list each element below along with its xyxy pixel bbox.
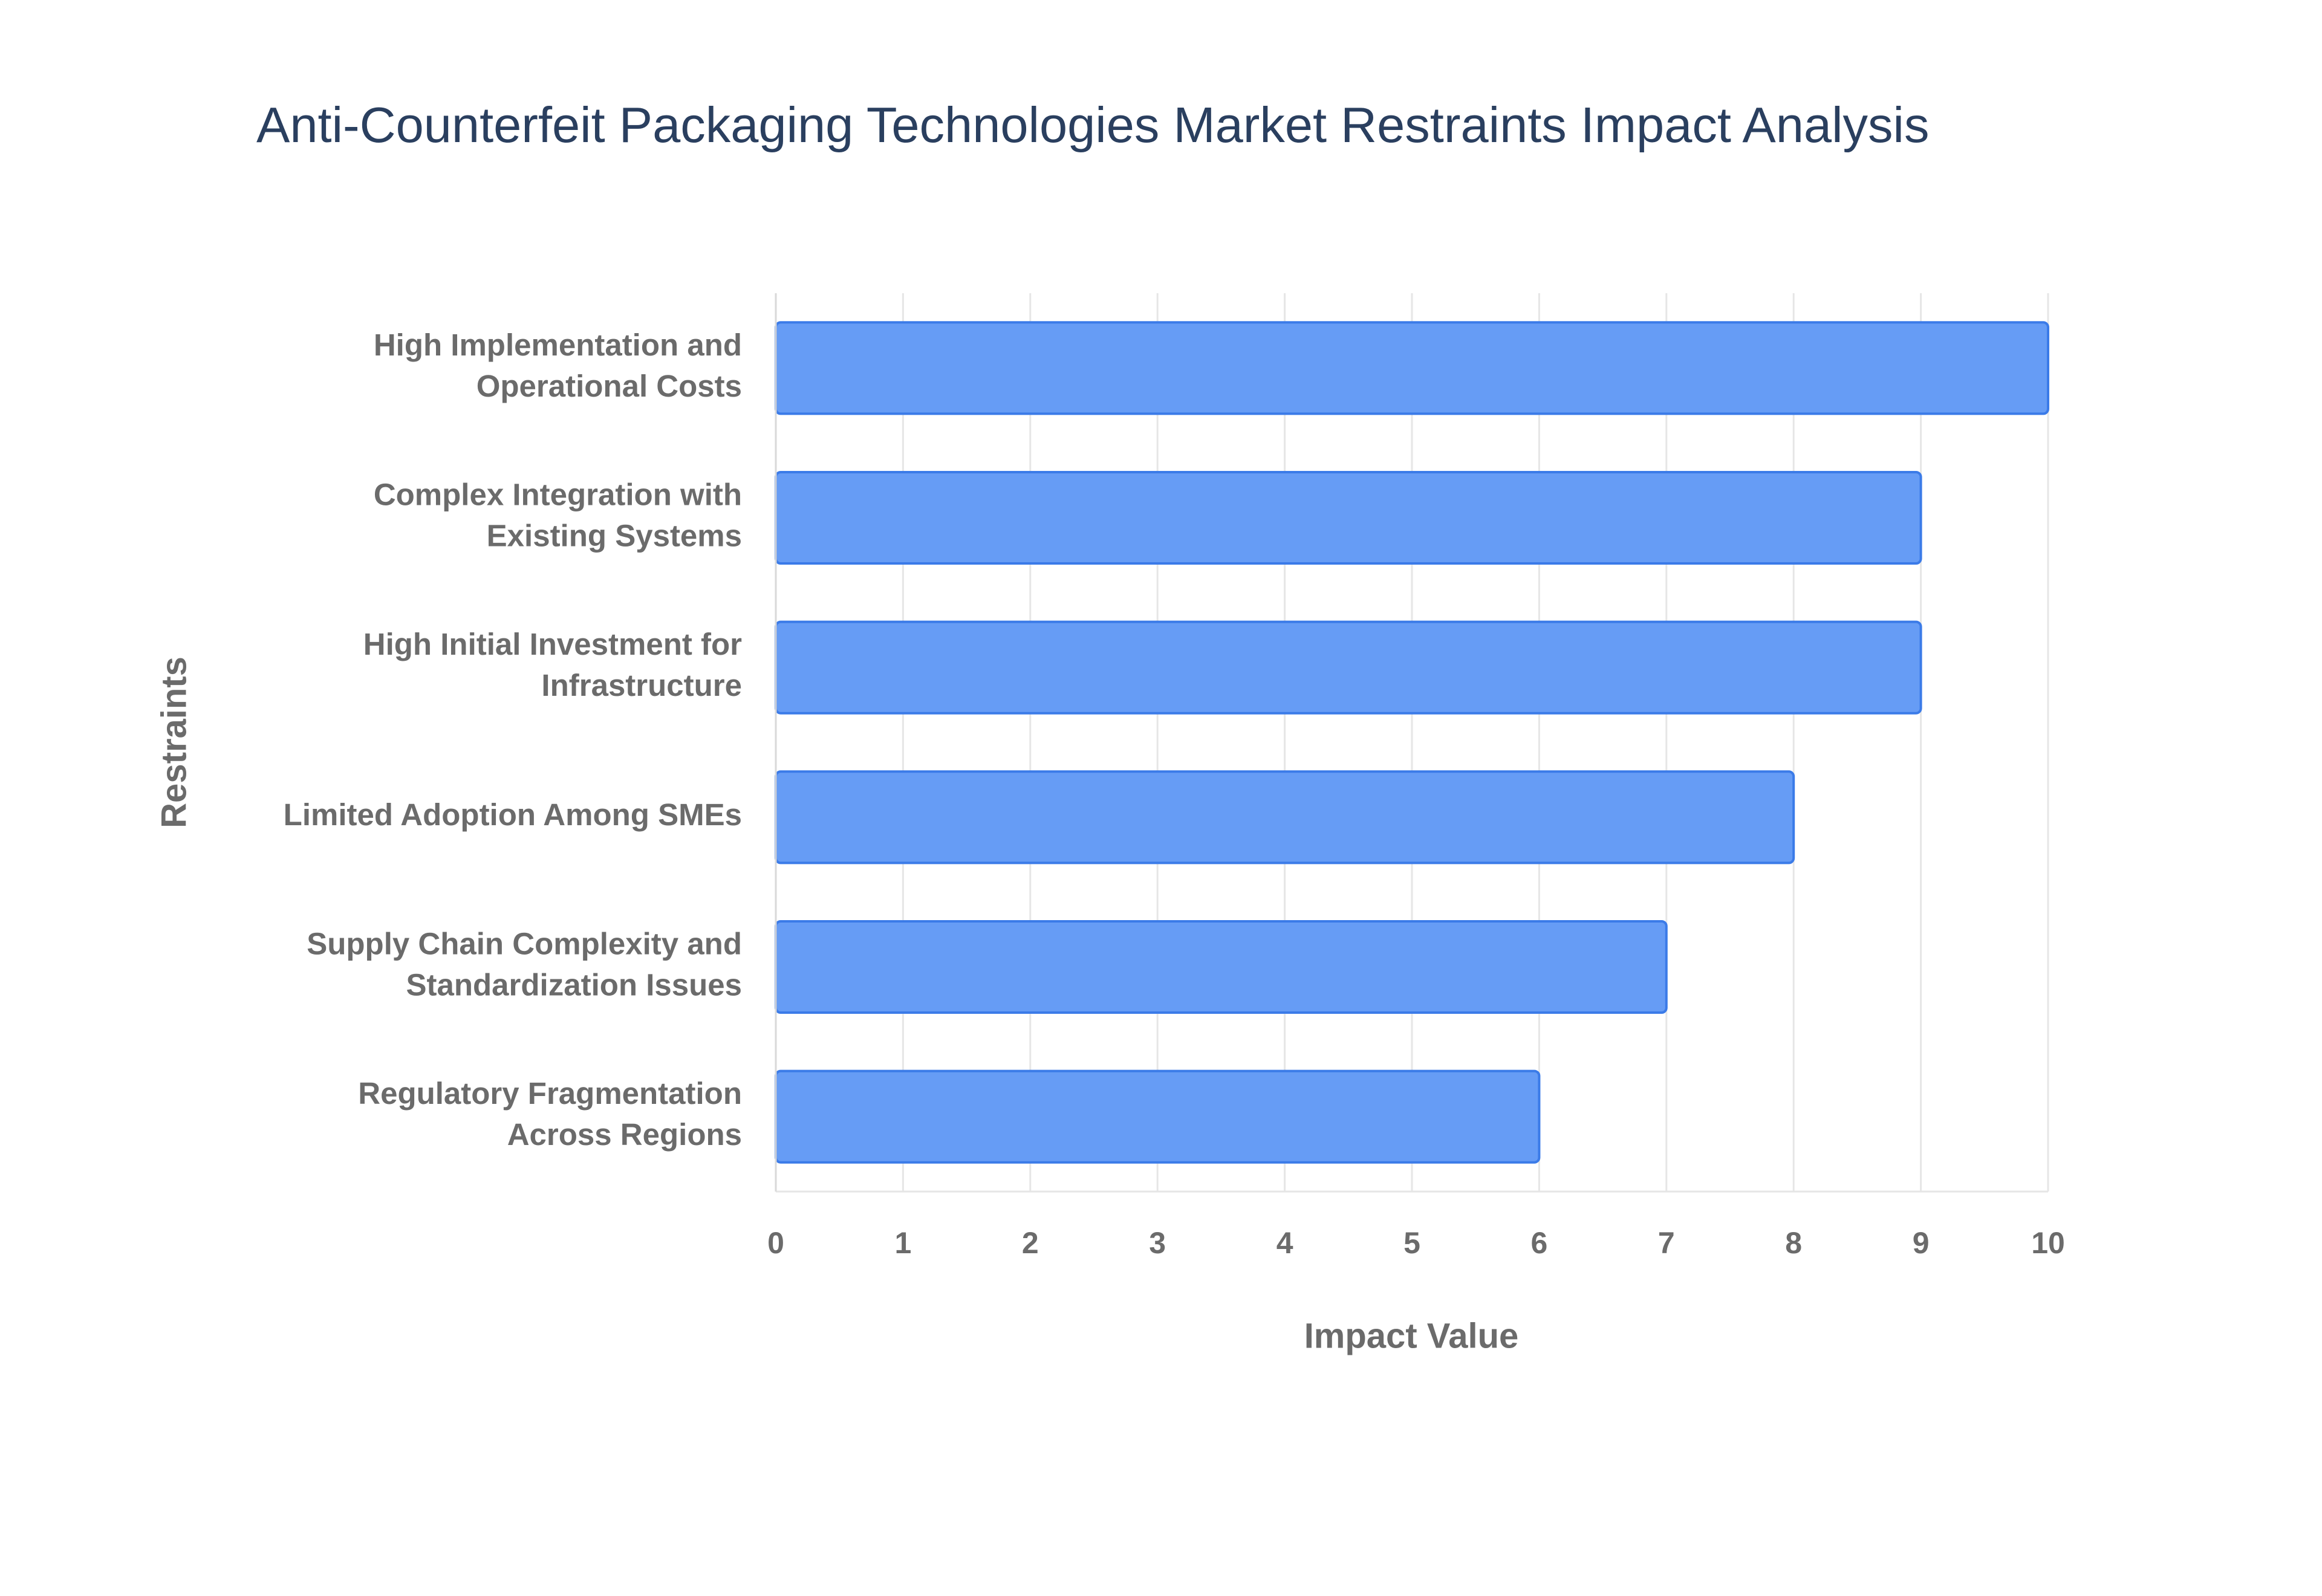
x-tick-label: 2 [1022, 1226, 1039, 1260]
x-tick-label: 3 [1149, 1226, 1166, 1260]
bar [775, 470, 1922, 565]
x-tick-label: 9 [1913, 1226, 1930, 1260]
bar [775, 770, 1795, 864]
bar [775, 620, 1922, 715]
x-tick-label: 5 [1403, 1226, 1420, 1260]
x-tick-label: 7 [1658, 1226, 1675, 1260]
chart-title: Anti-Counterfeit Packaging Technologies … [256, 97, 1929, 153]
y-tick-label: Supply Chain Complexity and Standardizati… [307, 927, 742, 1002]
bar [775, 1069, 1541, 1164]
y-tick-label: Complex Integration with Existing Systems [374, 478, 742, 553]
x-tick-label: 6 [1530, 1226, 1547, 1260]
x-axis-title: Impact Value [1304, 1316, 1519, 1355]
x-tick-label: 0 [767, 1226, 784, 1260]
y-tick-label: Limited Adoption Among SMEs [284, 797, 742, 832]
y-tick-label: Regulatory Fragmentation Across Regions [358, 1077, 742, 1152]
x-tick-label: 10 [2031, 1226, 2065, 1260]
bar [775, 920, 1668, 1014]
bar [775, 321, 2049, 415]
y-tick-label: High Initial Investment for Infrastructur… [363, 628, 742, 703]
y-tick-label: High Implementation and Operational Costs [374, 328, 742, 403]
x-tick-label: 1 [894, 1226, 911, 1260]
x-tick-label: 4 [1276, 1226, 1293, 1260]
x-tick-label: 8 [1785, 1226, 1802, 1260]
y-axis-title: Restraints [154, 657, 194, 828]
